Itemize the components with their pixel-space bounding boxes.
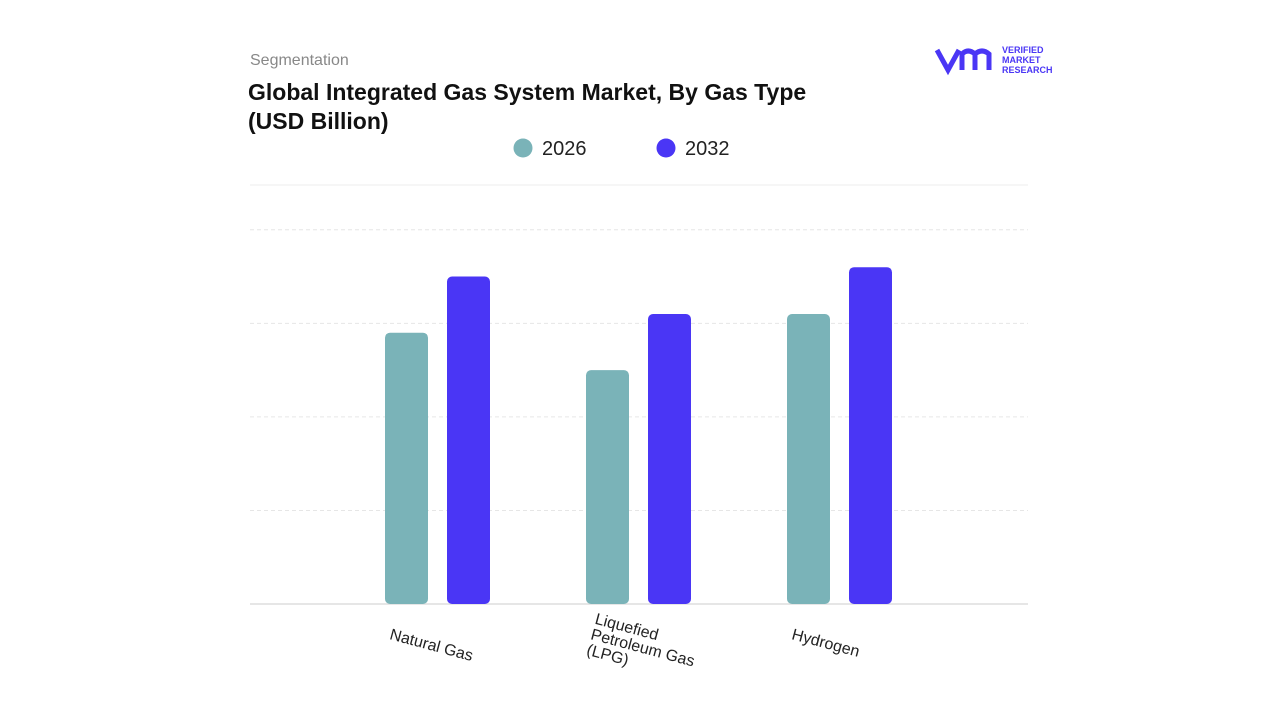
logo: VERIFIED MARKET RESEARCH — [934, 45, 1053, 76]
title-box: Global Integrated Gas System Market, By … — [248, 79, 807, 134]
logo-text: MARKET — [1002, 55, 1041, 65]
bar — [447, 276, 490, 604]
bar — [849, 267, 892, 604]
section-label: Segmentation — [250, 52, 349, 69]
logo-text: VERIFIED — [1002, 45, 1044, 55]
chart-title: Global Integrated Gas System Market, By … — [248, 79, 807, 134]
bar — [787, 313, 830, 604]
legend-label: 2026 — [542, 138, 587, 160]
legend-label: 2032 — [685, 138, 730, 160]
legend-swatch — [513, 138, 533, 158]
bar — [648, 313, 691, 604]
bar — [586, 370, 629, 604]
legend-swatch — [656, 138, 676, 158]
logo-text: RESEARCH — [1002, 65, 1053, 75]
bar — [385, 332, 428, 604]
logo-mark — [934, 48, 992, 76]
